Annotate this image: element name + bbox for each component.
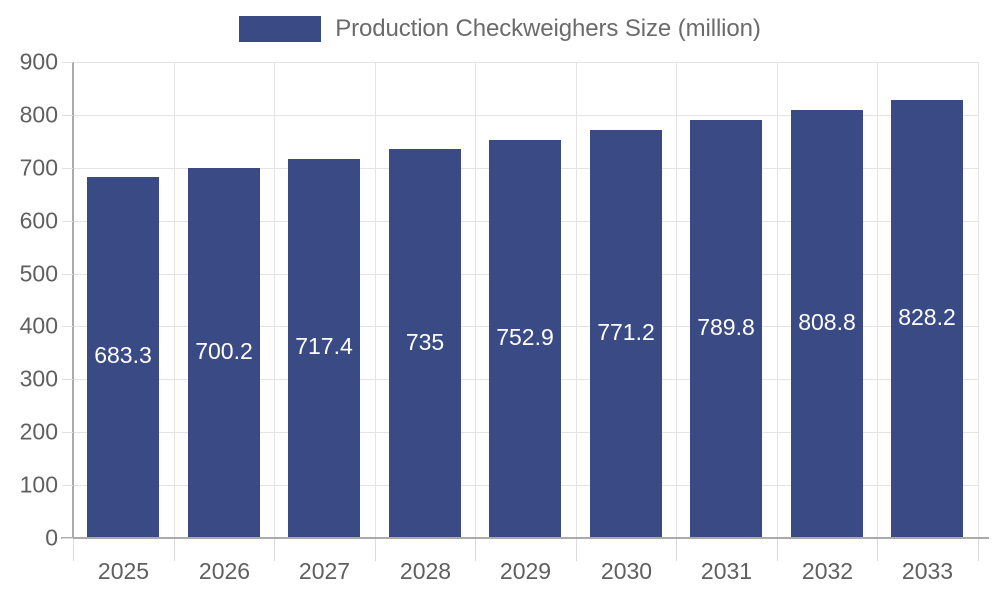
bar-value-label: 789.8 (697, 314, 755, 341)
x-axis-tick-label: 2031 (700, 558, 753, 584)
gridline-vertical (475, 62, 476, 538)
y-axis-tick-label: 800 (19, 101, 58, 128)
y-axis-tick (62, 379, 73, 381)
x-axis-tick (576, 539, 577, 561)
y-axis-tick-label: 700 (19, 154, 58, 181)
legend-swatch-production-checkweighers-size (239, 16, 322, 42)
x-axis-tick-label: 2029 (499, 558, 552, 584)
y-axis-tick-label: 300 (19, 365, 58, 392)
gridline-vertical (676, 62, 677, 538)
bar-value-label: 828.2 (898, 304, 956, 330)
x-axis-tick-labels: 2025 2026 2027 2028 2029 2030 2031 2032 2033 (73, 558, 978, 592)
x-axis-tick (777, 539, 778, 561)
bar-value-label: 771.2 (597, 319, 655, 346)
bar-group[interactable]: 752.9 (475, 62, 576, 538)
bar[interactable] (791, 110, 863, 538)
bar[interactable] (389, 149, 461, 538)
bar-group[interactable]: 735 (375, 62, 476, 538)
bar[interactable] (891, 99, 963, 538)
chart-legend: Production Checkweighers Size (million) (0, 8, 1000, 50)
y-axis-tick-label: 400 (19, 312, 58, 339)
bar-value-label: 700.2 (195, 337, 253, 364)
y-axis-tick-label: 500 (19, 260, 58, 287)
y-axis-tick-label: 100 (19, 471, 58, 498)
bar[interactable] (489, 139, 561, 538)
bar[interactable] (188, 167, 260, 538)
plot-area: 683.3 700.2 717.4 735 752.9 771.2 789.8 808.8 82… (73, 62, 979, 539)
x-axis-tick (676, 539, 677, 561)
bar-value-label: 735 (405, 328, 445, 355)
y-axis-tick (62, 326, 73, 328)
bar-group[interactable]: 771.2 (576, 62, 677, 538)
y-axis-tick-label: 200 (19, 418, 58, 445)
y-axis-tick (62, 167, 73, 169)
bar-group[interactable]: 808.8 (777, 62, 878, 538)
y-axis-tick (62, 538, 73, 539)
y-axis-tick (62, 220, 73, 222)
x-axis-tick (274, 539, 275, 561)
gridline-vertical (877, 62, 878, 538)
gridline-vertical (274, 62, 275, 538)
y-axis-tick-label: 600 (19, 207, 58, 234)
x-axis-line (61, 537, 989, 539)
bar-group[interactable]: 683.3 (73, 62, 174, 538)
bar[interactable] (87, 176, 159, 538)
y-axis-tick-label: 900 (19, 48, 58, 75)
y-axis-tick-label: 0 (45, 524, 58, 551)
gridline-horizontal (73, 114, 978, 116)
x-axis-tick (475, 539, 476, 561)
bar-group[interactable]: 717.4 (274, 62, 375, 538)
x-axis-tick-label: 2026 (198, 558, 251, 584)
bar-group[interactable]: 828.2 (877, 62, 978, 538)
bar-value-label: 683.3 (94, 342, 152, 369)
x-axis-tick-label: 2027 (298, 558, 351, 584)
gridline-vertical (576, 62, 577, 538)
x-axis-tick (978, 539, 979, 561)
y-axis-tick-labels: 0 100 200 300 400 500 600 700 800 900 (0, 0, 58, 600)
y-axis-line (72, 62, 74, 539)
gridline-vertical (777, 62, 778, 538)
x-axis-tick (375, 539, 376, 561)
gridline-horizontal (73, 62, 978, 63)
gridline-vertical (174, 62, 175, 538)
bar[interactable] (590, 130, 662, 538)
bar-group[interactable]: 700.2 (174, 62, 275, 538)
bar[interactable] (288, 158, 360, 538)
x-axis-tick-label: 2030 (600, 558, 653, 584)
x-axis-tick (174, 539, 175, 561)
legend-label-production-checkweighers-size: Production Checkweighers Size (million) (335, 15, 761, 42)
y-axis-tick (62, 62, 73, 63)
x-axis-tick-label: 2032 (801, 558, 854, 584)
x-axis-tick-label: 2025 (97, 558, 150, 584)
y-axis-tick (62, 485, 73, 487)
bar-value-label: 808.8 (798, 309, 856, 336)
y-axis-tick (62, 273, 73, 275)
gridline-vertical (375, 62, 376, 538)
x-axis-tick-label: 2028 (399, 558, 452, 584)
x-axis-tick (73, 539, 74, 561)
bar-value-label: 752.9 (496, 323, 554, 350)
bar-value-label: 717.4 (295, 333, 353, 360)
bar[interactable] (690, 120, 762, 538)
y-axis-tick (62, 432, 73, 434)
x-axis-tick (877, 539, 878, 561)
y-axis-tick (62, 114, 73, 116)
bar-group[interactable]: 789.8 (676, 62, 777, 538)
gridline-vertical (978, 62, 979, 538)
x-axis-tick-label: 2033 (901, 558, 954, 584)
